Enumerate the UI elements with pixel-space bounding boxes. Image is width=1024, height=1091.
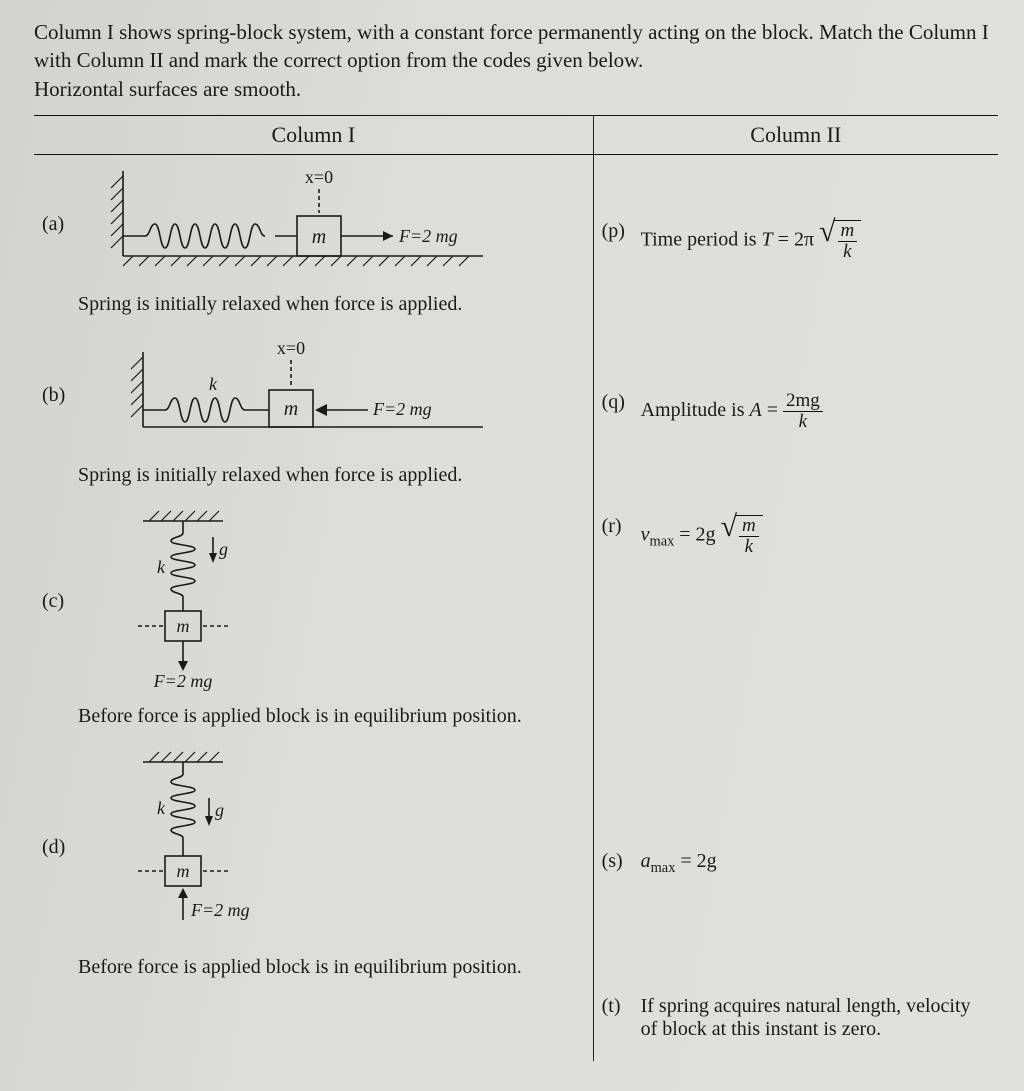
opt-t-text: If spring acquires natural length, veloc… [641, 995, 989, 1041]
opt-r-sub: max [650, 534, 675, 550]
row-b-caption: Spring is initially relaxed when force i… [78, 464, 585, 487]
opt-q-var: A [750, 399, 762, 421]
table-row: (t) If spring acquires natural length, v… [34, 989, 998, 1061]
row-c-caption: Before force is applied block is in equi… [78, 705, 585, 728]
opt-s-label: (s) [602, 850, 636, 873]
opt-q-body: Amplitude is A = 2mg k [641, 391, 823, 432]
opt-r-den: k [739, 536, 759, 557]
opt-t-label: (t) [602, 995, 636, 1018]
mass-label: m [177, 616, 190, 636]
x0-label: x=0 [305, 167, 333, 187]
sqrt-icon: √ m k [819, 220, 861, 262]
table-header-row: Column I Column II [34, 116, 998, 155]
fraction-icon: 2mg k [783, 391, 823, 432]
spring-block-horizontal-icon: k m x=0 F=2 mg [83, 332, 503, 452]
table-row: (b) [34, 326, 998, 497]
opt-r-var: v [641, 524, 650, 546]
mass-label: m [312, 226, 326, 248]
force-label: F=2 mg [372, 399, 432, 419]
row-a-label: (a) [42, 213, 78, 236]
opt-p-den: k [838, 241, 858, 262]
opt-q-prefix: Amplitude is [641, 399, 750, 421]
row-b-label: (b) [42, 384, 78, 407]
opt-p-num: m [838, 221, 858, 241]
intro-line-1: Column I shows spring-block system, with… [34, 20, 814, 44]
g-label: g [219, 539, 228, 559]
intro-text: Column I shows spring-block system, with… [34, 18, 998, 103]
force-label: F=2 mg [398, 226, 458, 246]
page: Column I shows spring-block system, with… [0, 0, 1024, 1091]
row-a-caption: Spring is initially relaxed when force i… [78, 293, 585, 316]
mass-label: m [284, 398, 298, 420]
diagram-d: k g m [83, 744, 303, 950]
spring-label: k [157, 798, 166, 818]
spring-block-vertical-icon: k g m [83, 744, 303, 944]
row-d-caption: Before force is applied block is in equi… [78, 956, 585, 979]
spring-block-vertical-icon: k g m [83, 503, 303, 693]
mass-label: m [177, 861, 190, 881]
opt-p-body: Time period is T = 2π √ m k [641, 220, 862, 262]
opt-s-sub: max [651, 860, 676, 876]
table-row: (a) [34, 155, 998, 327]
header-col1: Column I [34, 116, 593, 155]
row-c-label: (c) [42, 590, 78, 613]
opt-q-den: k [783, 411, 823, 432]
opt-p-prefix: Time period is [641, 228, 762, 250]
opt-p-eq: = 2π [778, 228, 814, 250]
header-col2: Column II [593, 116, 998, 155]
g-label: g [215, 800, 224, 820]
diagram-b: k m x=0 F=2 mg [83, 332, 503, 458]
opt-q-label: (q) [602, 391, 636, 414]
opt-r-body: vmax = 2g √ m k [641, 515, 763, 557]
opt-r-num: m [739, 516, 759, 536]
opt-p-var: T [762, 228, 773, 250]
spring-label: k [157, 557, 166, 577]
table-row: (c) [34, 497, 998, 738]
table-row: (d) [34, 738, 998, 989]
opt-s-var: a [641, 850, 651, 872]
x0-label: x=0 [277, 338, 305, 358]
force-label: F=2 mg [190, 900, 250, 920]
opt-r-eq: = 2g [679, 524, 715, 546]
spring-block-horizontal-icon: m x=0 F=2 mg [83, 161, 503, 281]
match-table: Column I Column II (a) [34, 115, 998, 1061]
spring-label: k [209, 374, 218, 394]
opt-q-eq: = [767, 399, 783, 421]
sqrt-icon: √ m k [721, 515, 763, 557]
opt-p-label: (p) [602, 220, 636, 243]
opt-r-label: (r) [602, 515, 636, 538]
opt-s-eq: = 2g [680, 850, 716, 872]
diagram-a: m x=0 F=2 mg [83, 161, 503, 287]
opt-q-num: 2mg [783, 391, 823, 411]
opt-s-body: amax = 2g [641, 850, 717, 877]
intro-line-3: Horizontal surfaces are smooth. [34, 77, 301, 101]
force-label: F=2 mg [153, 671, 213, 691]
row-d-label: (d) [42, 836, 78, 859]
diagram-c: k g m [83, 503, 303, 699]
